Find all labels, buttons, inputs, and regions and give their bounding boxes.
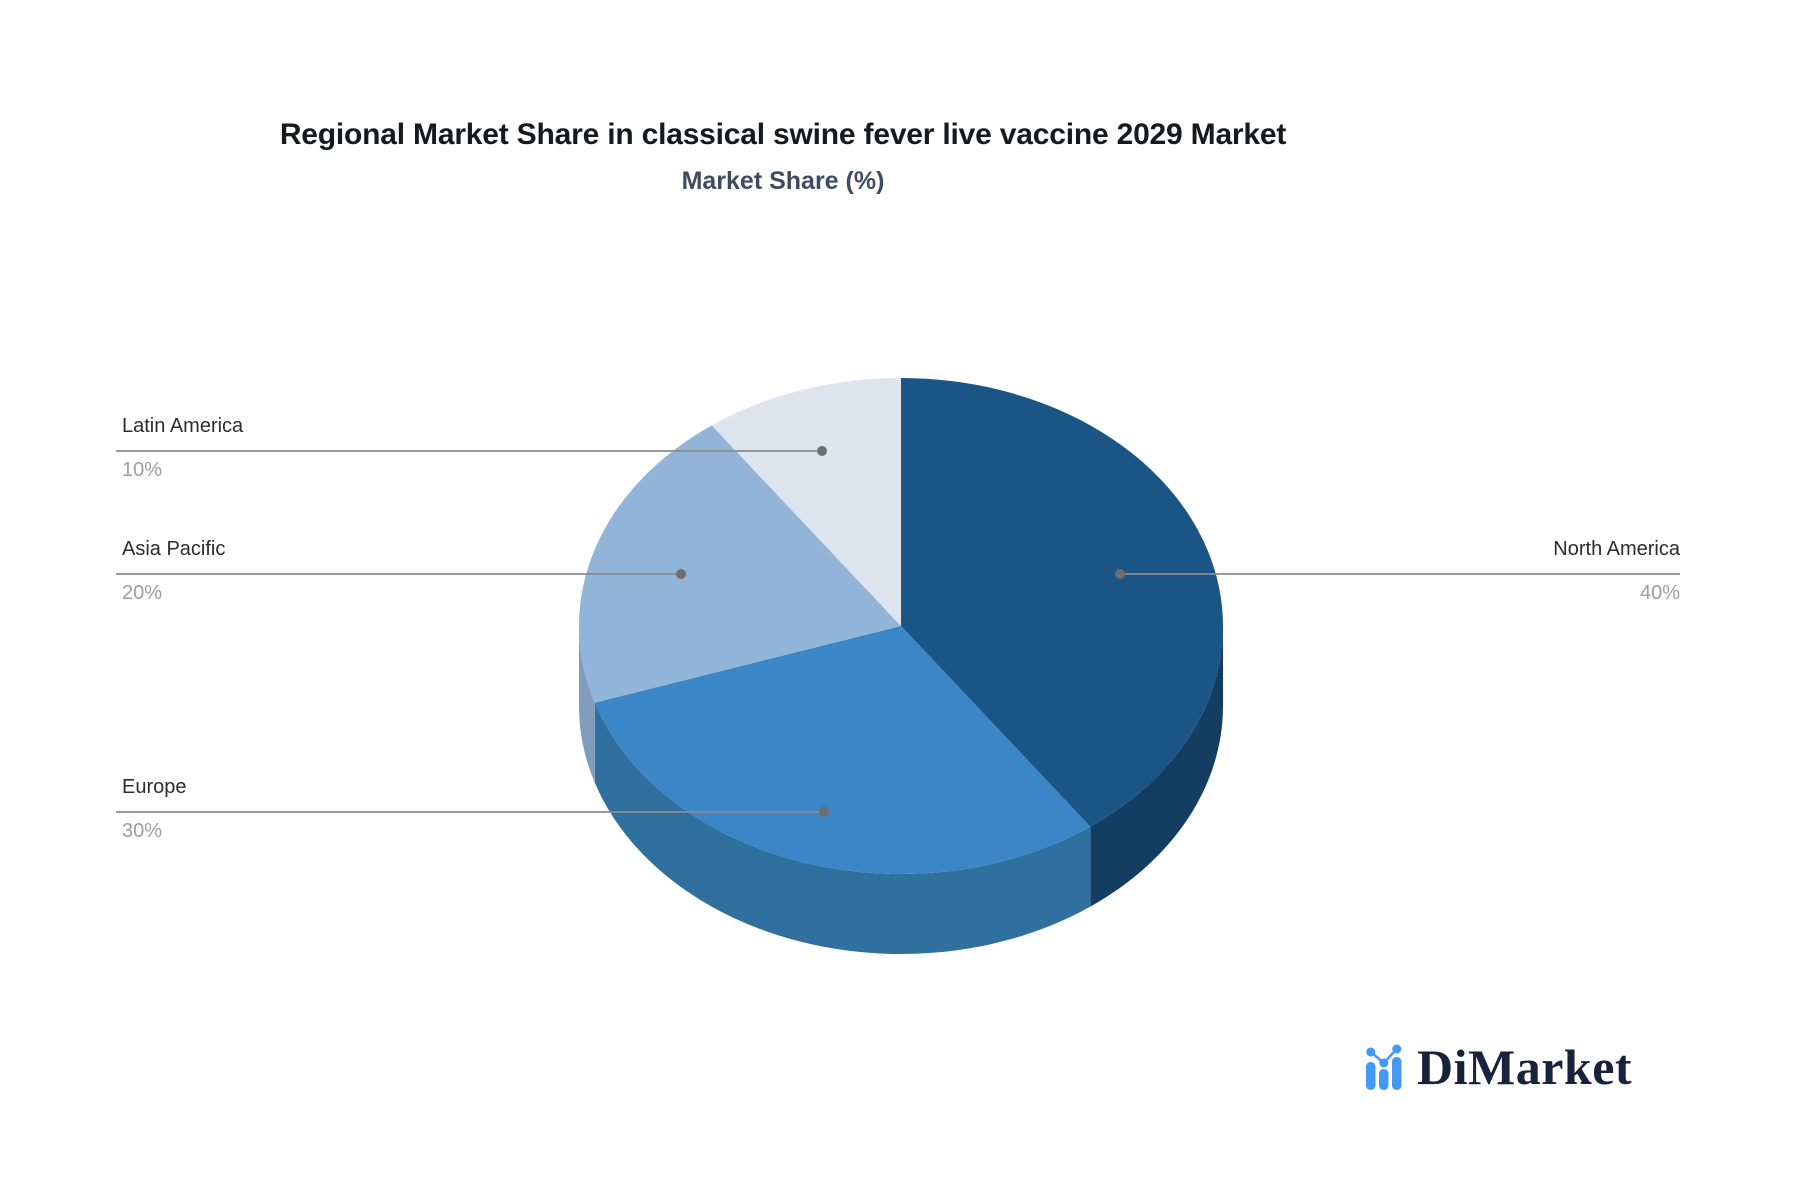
pie-slice-side-north-america [1090,626,1223,907]
pie-slice-latin-america[interactable] [711,378,901,626]
leader-dot-latin-america [817,446,827,456]
bar-line-chart-icon [1366,1044,1402,1090]
slice-label-asia-pacific: Asia Pacific [122,538,226,560]
slice-label-north-america: North America [1553,538,1680,560]
dimarket-logo-text: DiMarket [1417,1039,1633,1095]
slice-value-europe: 30% [122,820,163,842]
slice-label-europe: Europe [122,776,187,798]
slice-value-latin-america: 10% [122,459,163,481]
leader-dot-europe [819,807,829,817]
chart-subtitle: Market Share (%) [681,167,885,195]
pie-slice-asia-pacific[interactable] [579,425,901,703]
leader-dot-asia-pacific [676,569,686,579]
pie-slice-side-asia-pacific [579,626,595,783]
pie-slice-side-europe [594,702,1091,954]
chart-title: Regional Market Share in classical swine… [279,118,1287,151]
slice-value-asia-pacific: 20% [122,582,163,604]
slice-value-north-america: 40% [1639,582,1680,604]
pie-slice-north-america[interactable] [901,378,1223,827]
slice-label-latin-america: Latin America [122,415,244,437]
leader-dot-north-america [1115,569,1125,579]
